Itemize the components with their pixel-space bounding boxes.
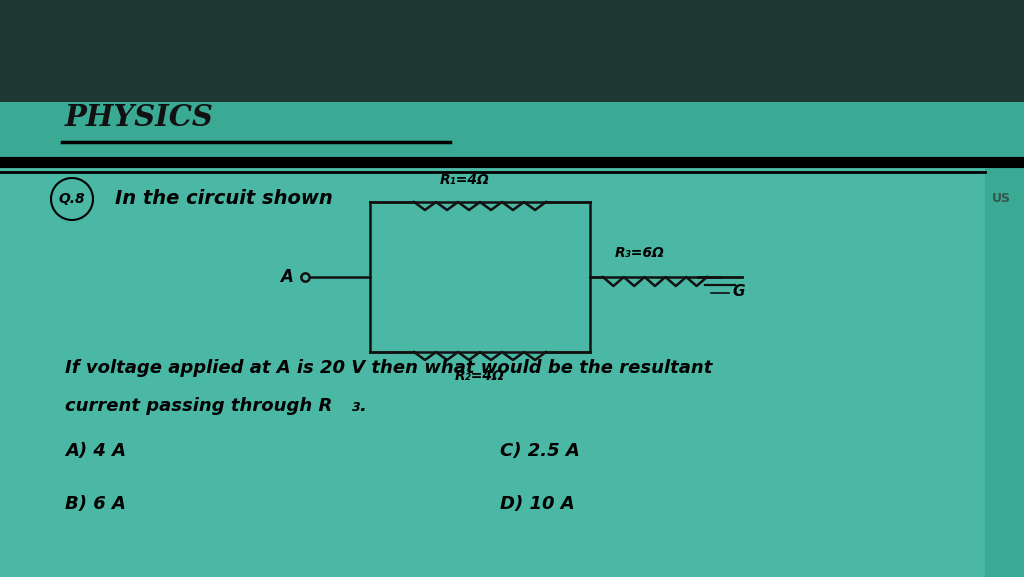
Text: 3: 3 [352, 401, 360, 414]
Text: current passing through R: current passing through R [65, 397, 333, 415]
Text: Q.8: Q.8 [58, 192, 85, 206]
FancyBboxPatch shape [0, 0, 1024, 107]
Circle shape [51, 178, 93, 220]
Text: R₃=6Ω: R₃=6Ω [615, 246, 665, 260]
Text: B) 6 A: B) 6 A [65, 495, 126, 513]
Text: .: . [359, 397, 366, 415]
Text: R₂=4Ω: R₂=4Ω [455, 369, 505, 383]
Text: D) 10 A: D) 10 A [500, 495, 574, 513]
FancyBboxPatch shape [985, 107, 1024, 577]
Text: US: US [992, 193, 1011, 205]
Text: A) 4 A: A) 4 A [65, 442, 126, 460]
Text: A: A [281, 268, 293, 286]
Text: If voltage applied at A is 20 V then what would be the resultant: If voltage applied at A is 20 V then wha… [65, 359, 713, 377]
Text: PHYSICS: PHYSICS [65, 103, 214, 132]
FancyBboxPatch shape [0, 102, 1024, 162]
Text: C) 2.5 A: C) 2.5 A [500, 442, 580, 460]
Text: R₁=4Ω: R₁=4Ω [440, 173, 489, 187]
Text: In the circuit shown: In the circuit shown [115, 189, 333, 208]
Text: G: G [732, 284, 744, 299]
